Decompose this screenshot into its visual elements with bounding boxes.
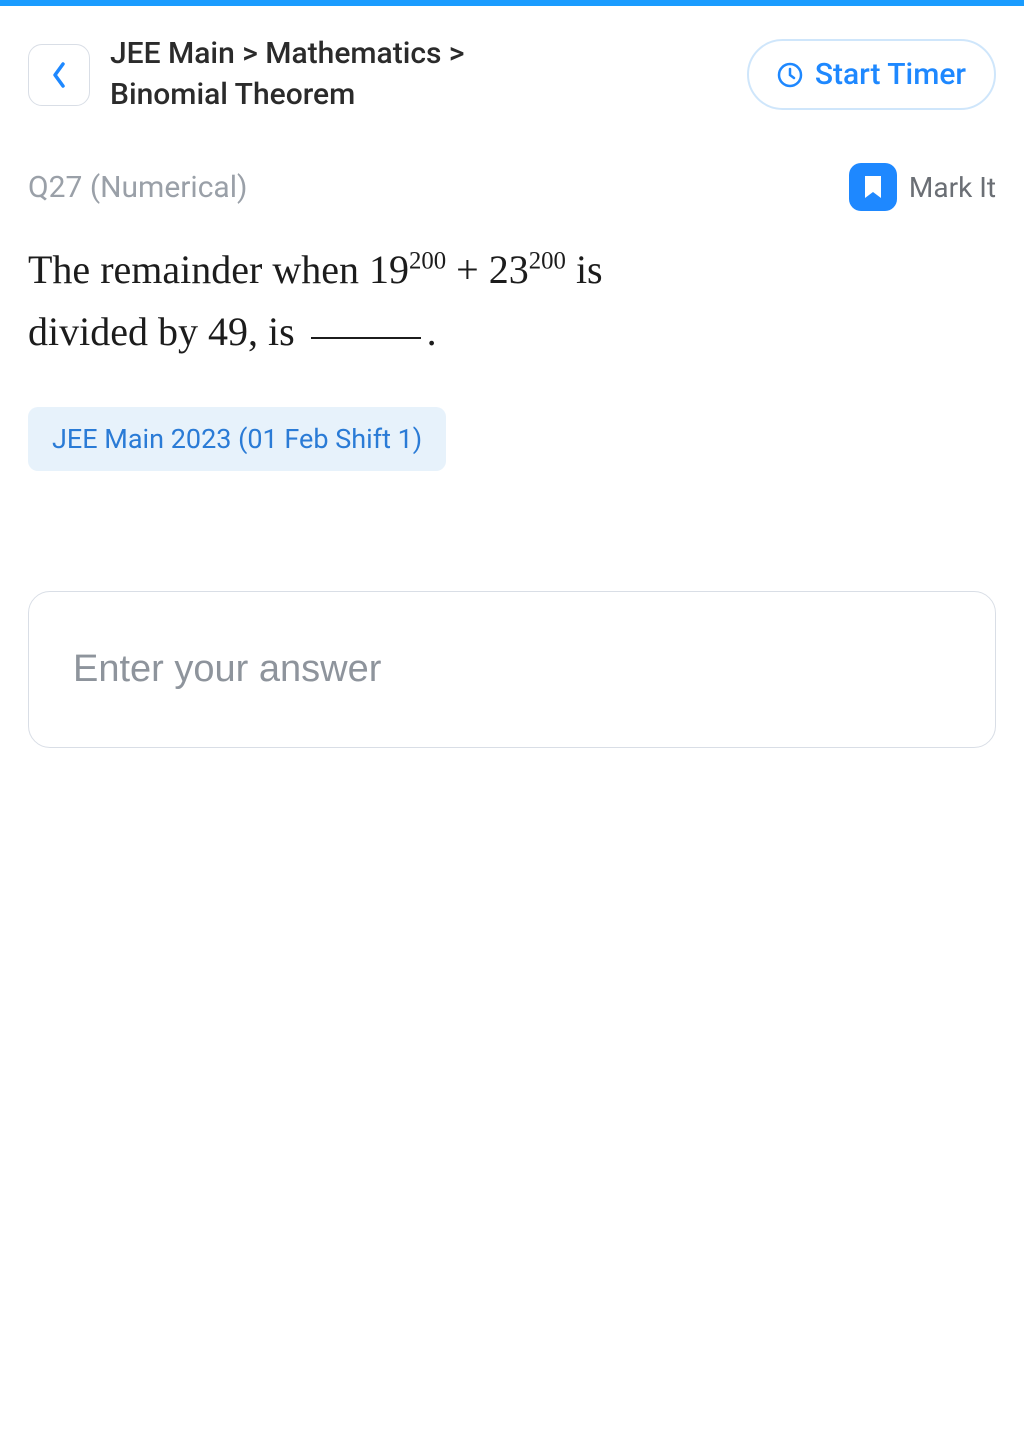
header: JEE Main > Mathematics > Binomial Theore… [0,6,1024,135]
q-line2-suffix: , is [248,309,305,354]
qnum-text: Q27 [28,170,82,205]
q-mid: + [446,247,489,292]
answer-input[interactable] [73,648,951,691]
chevron-left-icon [51,62,67,88]
question-number: Q27 (Numerical) [28,170,247,205]
bookmark-icon [849,163,897,211]
q-terminator: . [427,309,437,354]
question-text: The remainder when 19200 + 23200 is divi… [0,221,1024,363]
blank-fill [311,337,421,339]
breadcrumb-line1: JEE Main > Mathematics > [110,36,465,71]
q-exp1: 200 [409,248,446,275]
q-base1: 19 [369,247,409,292]
exam-tag[interactable]: JEE Main 2023 (01 Feb Shift 1) [28,407,446,471]
mark-it-label: Mark It [909,171,996,204]
qtype-text: (Numerical) [90,170,248,205]
q-line2-prefix: divided by [28,309,208,354]
q-prefix: The remainder when [28,247,369,292]
start-timer-button[interactable]: Start Timer [747,39,996,110]
back-button[interactable] [28,44,90,106]
exam-tag-label: JEE Main 2023 (01 Feb Shift 1) [52,423,422,455]
q-after: is [566,247,603,292]
answer-box [28,591,996,748]
q-base2: 23 [489,247,529,292]
q-exp2: 200 [529,248,566,275]
question-meta-row: Q27 (Numerical) Mark It [0,135,1024,221]
breadcrumb: JEE Main > Mathematics > Binomial Theore… [110,34,727,115]
breadcrumb-line2: Binomial Theorem [110,77,355,112]
start-timer-label: Start Timer [815,57,966,92]
q-divisor: 49 [208,309,248,354]
clock-icon [777,62,803,88]
mark-it-button[interactable]: Mark It [849,163,996,211]
